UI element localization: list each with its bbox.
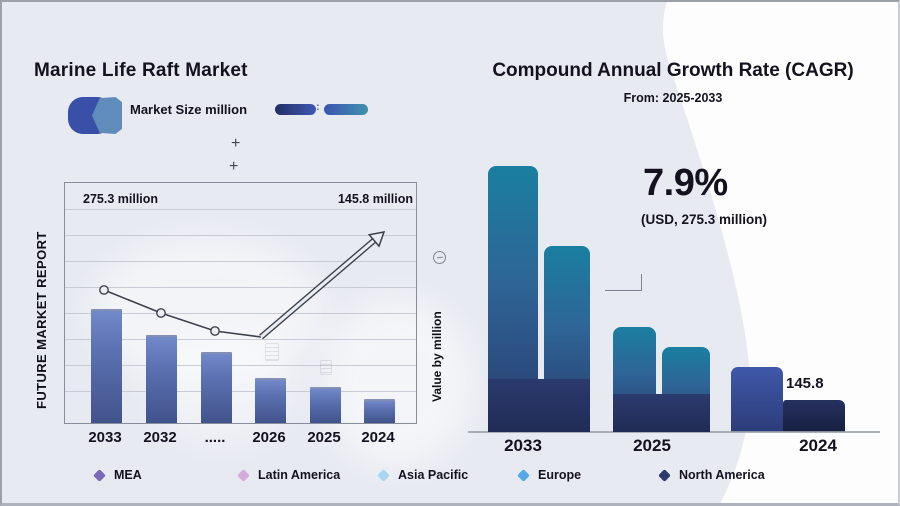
market-size-chart: 275.3 million 145.8 million [64,182,417,424]
value-annotation-2024: 145.8 [786,375,824,392]
cagr-detail: (USD, 275.3 million) [641,212,768,227]
diamond-swatch-icon [377,468,390,482]
x-tick-2033: 2033 [504,436,542,455]
trend-line-arrow [99,231,386,340]
gridline [65,391,416,392]
cagr-title: Compound Annual Growth Rate (CAGR) [492,60,854,81]
background-blob [322,297,472,467]
legend-item-mea: MEA [93,468,142,482]
x-tick-2024: 2024 [799,436,837,455]
watermark-future-market-report: FUTURE MARKET REPORT [34,231,49,409]
corner-line-decoration [605,274,642,291]
market-size-label: Market Size million [130,102,248,117]
diamond-swatch-icon [237,468,250,482]
gridline [65,365,416,366]
cagr-bar-2024 [783,400,845,432]
gridline [65,209,416,210]
x-tick-2033: 2033 [88,429,122,446]
diamond-swatch-icon [517,468,530,482]
diamond-swatch-icon [658,468,671,482]
legend-item-asia-pacific: Asia Pacific [377,468,469,482]
legend-item-north-america: North America [658,468,765,482]
legend-item-europe: Europe [517,468,582,482]
gridline [65,339,416,340]
plus-mark-icon: + [231,135,241,152]
cagr-bar-2024 [731,367,783,432]
faint-document-icon [265,343,279,361]
gradient-pill-icon [324,104,368,115]
x-tick-2026: 2026 [252,429,286,446]
bar-2025 [309,387,341,423]
gridline [65,235,416,236]
x-tick-2025: 2025 [633,436,671,455]
gradient-pill-icon [275,104,316,115]
cagr-bar-base-2033 [488,379,590,432]
gridline [65,287,416,288]
x-tick-.....: ..... [204,429,226,446]
legend-label: MEA [114,468,142,482]
gridline [65,261,416,262]
page-title: Marine Life Raft Market [34,60,248,81]
legend-item-latin-america: Latin America [237,468,341,482]
bar-2024 [363,399,395,423]
logo-mark [68,97,122,134]
gridline [65,313,416,314]
x-tick-2024: 2024 [361,429,395,446]
bar-2026 [254,378,286,423]
pill-separator: : [316,101,320,113]
cagr-value: 7.9% [643,162,728,204]
bar-2032 [145,335,177,423]
annotation-275-million: 275.3 million [83,192,159,206]
bar-2033 [90,309,122,423]
annotation-145-million: 145.8 million [337,192,413,206]
diamond-swatch-icon [93,468,106,482]
cagr-subtitle: From: 2025-2033 [623,91,723,105]
circled-minus-icon [433,251,446,264]
x-axis-line [468,431,880,433]
faint-document-icon [320,360,332,375]
x-tick-2025: 2025 [307,429,341,446]
y-axis-label: Value by million [430,311,444,403]
plus-mark-icon: + [229,158,239,175]
bar-..... [200,352,232,423]
legend-label: Europe [538,468,582,482]
x-axis-labels: 2033 2032..... 2026 2025 2024 [64,429,417,449]
legend-label: Asia Pacific [398,468,469,482]
x-tick-2032: 2032 [143,429,177,446]
cagr-bar-base-2025 [613,394,710,432]
legend-label: North America [679,468,765,482]
legend-label: Latin America [258,468,341,482]
